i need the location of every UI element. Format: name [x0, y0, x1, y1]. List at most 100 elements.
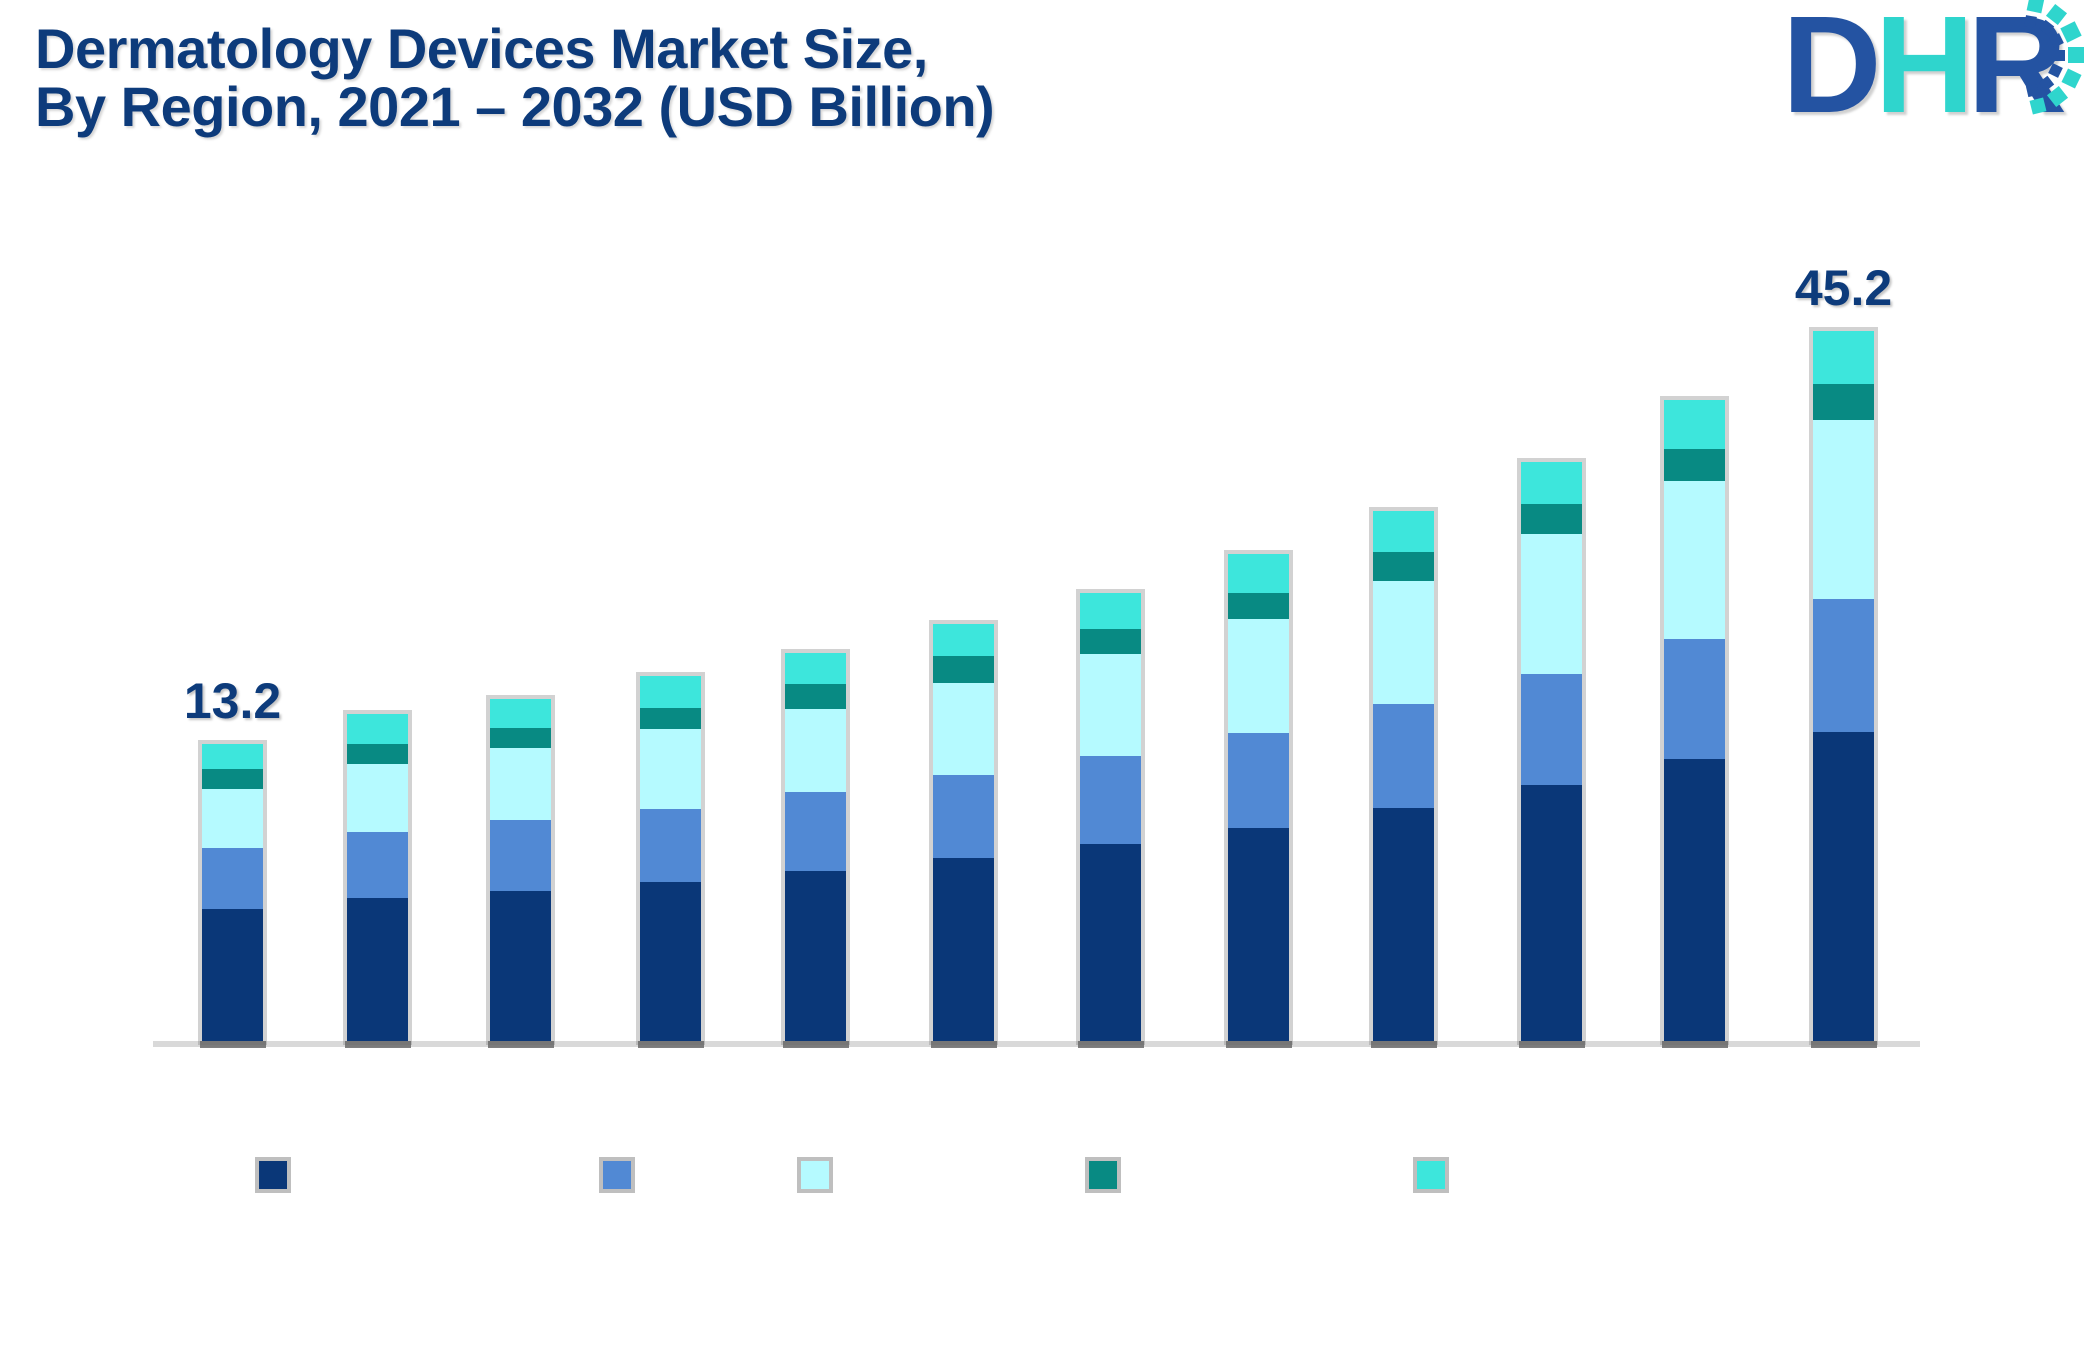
- bar-base-shadow: [1811, 1041, 1877, 1048]
- segment-2027-region-1-navy: [1080, 844, 1141, 1041]
- chart-title-line-1: Dermatology Devices Market Size,: [35, 17, 928, 80]
- segment-2029-region-3-pale-cyan: [1373, 581, 1434, 704]
- segment-2026-region-5-turquoise: [933, 624, 994, 656]
- segment-2022-region-3-pale-cyan: [347, 764, 408, 832]
- segment-2024-region-4-dark-teal: [640, 708, 701, 729]
- bar-base-shadow: [931, 1041, 997, 1048]
- segment-2022-region-1-navy: [347, 898, 408, 1041]
- value-label-2032: 45.2: [1794, 260, 1893, 316]
- segment-2030-region-5-turquoise: [1521, 462, 1582, 504]
- logo-letter-d: D: [1782, 0, 1882, 142]
- legend-swatch-2: [603, 1161, 631, 1189]
- segment-2022-region-5-turquoise: [347, 714, 408, 744]
- segment-2028-region-4-dark-teal: [1228, 593, 1289, 619]
- segment-2024-region-1-navy: [640, 882, 701, 1041]
- segment-2030-region-1-navy: [1521, 785, 1582, 1041]
- chart-title-line-2: By Region, 2021 – 2032 (USD Billion): [35, 75, 995, 138]
- segment-2030-region-2-blue: [1521, 674, 1582, 785]
- segment-2021-region-4-dark-teal: [202, 769, 263, 789]
- bar-base-shadow: [1371, 1041, 1437, 1048]
- segment-2029-region-5-turquoise: [1373, 511, 1434, 552]
- segment-2023-region-1-navy: [490, 891, 551, 1041]
- segment-2027-region-4-dark-teal: [1080, 629, 1141, 654]
- burst-square-1: [2023, 14, 2037, 28]
- bar-2029: [1371, 511, 1437, 1048]
- bar-2027: [1078, 593, 1144, 1048]
- segment-2021-region-2-blue: [202, 848, 263, 909]
- segment-2031-region-2-blue: [1664, 639, 1725, 759]
- segment-2022-region-2-blue: [347, 832, 408, 898]
- segment-2026-region-4-dark-teal: [933, 656, 994, 683]
- bar-base-shadow: [488, 1041, 554, 1048]
- segment-2022-region-4-dark-teal: [347, 744, 408, 764]
- bar-2025: [783, 653, 849, 1048]
- segment-2026-region-2-blue: [933, 775, 994, 858]
- segment-2032-region-2-blue: [1813, 599, 1874, 732]
- legend-swatch-3: [801, 1161, 829, 1189]
- bar-2022: [345, 714, 411, 1048]
- bar-base-shadow: [1078, 1041, 1144, 1048]
- bar-2021: [200, 744, 266, 1048]
- segment-2026-region-3-pale-cyan: [933, 683, 994, 775]
- segment-2032-region-5-turquoise: [1813, 331, 1874, 384]
- bar-base-shadow: [1662, 1041, 1728, 1048]
- segment-2027-region-2-blue: [1080, 756, 1141, 844]
- bar-base-shadow: [1519, 1041, 1585, 1048]
- segment-2028-region-2-blue: [1228, 733, 1289, 828]
- segment-2024-region-3-pale-cyan: [640, 729, 701, 809]
- burst-square-7: [2025, 83, 2039, 97]
- burst-square-4: [2053, 49, 2065, 61]
- legend-swatch-5: [1417, 1161, 1445, 1189]
- segment-2030-region-4-dark-teal: [1521, 504, 1582, 534]
- segment-2032-region-3-pale-cyan: [1813, 420, 1874, 599]
- segment-2030-region-3-pale-cyan: [1521, 534, 1582, 674]
- segment-2031-region-5-turquoise: [1664, 400, 1725, 449]
- segment-2029-region-2-blue: [1373, 704, 1434, 808]
- segment-2021-region-1-navy: [202, 909, 263, 1041]
- segment-2026-region-1-navy: [933, 858, 994, 1041]
- bar-2023: [488, 699, 554, 1048]
- segment-2023-region-2-blue: [490, 820, 551, 891]
- logo-letter-h: H: [1874, 0, 1975, 142]
- segment-2028-region-5-turquoise: [1228, 554, 1289, 593]
- segment-2027-region-3-pale-cyan: [1080, 654, 1141, 756]
- x-axis-line: [153, 1041, 1920, 1047]
- bar-base-shadow: [638, 1041, 704, 1048]
- bar-2028: [1226, 554, 1292, 1048]
- segment-2025-region-4-dark-teal: [785, 684, 846, 709]
- segment-2032-region-1-navy: [1813, 732, 1874, 1041]
- bar-2031: [1662, 400, 1728, 1048]
- bar-base-shadow: [1226, 1041, 1292, 1048]
- segment-2031-region-3-pale-cyan: [1664, 481, 1725, 639]
- segment-2032-region-4-dark-teal: [1813, 384, 1874, 420]
- segment-2028-region-3-pale-cyan: [1228, 619, 1289, 733]
- segment-2027-region-5-turquoise: [1080, 593, 1141, 629]
- segment-2025-region-3-pale-cyan: [785, 709, 846, 792]
- segment-2025-region-5-turquoise: [785, 653, 846, 684]
- segment-2029-region-4-dark-teal: [1373, 552, 1434, 581]
- segment-2025-region-1-navy: [785, 871, 846, 1041]
- bar-base-shadow: [200, 1041, 266, 1048]
- segment-2024-region-2-blue: [640, 809, 701, 882]
- bar-2026: [931, 624, 997, 1048]
- segment-2031-region-1-navy: [1664, 759, 1725, 1041]
- segment-2021-region-3-pale-cyan: [202, 789, 263, 848]
- bar-2030: [1519, 462, 1585, 1048]
- bar-base-shadow: [783, 1041, 849, 1048]
- segment-2023-region-5-turquoise: [490, 699, 551, 728]
- burst-square-11: [2068, 47, 2084, 63]
- bar-2024: [638, 676, 704, 1048]
- segment-2031-region-4-dark-teal: [1664, 449, 1725, 481]
- segment-2023-region-3-pale-cyan: [490, 748, 551, 820]
- chart-title: Dermatology Devices Market Size, By Regi…: [35, 17, 995, 138]
- segment-2023-region-4-dark-teal: [490, 728, 551, 748]
- legend-swatch-4: [1089, 1161, 1117, 1189]
- segment-2029-region-1-navy: [1373, 808, 1434, 1041]
- legend-swatch-1: [259, 1161, 287, 1189]
- segment-2025-region-2-blue: [785, 792, 846, 871]
- segment-2021-region-5-turquoise: [202, 744, 263, 769]
- segment-2028-region-1-navy: [1228, 828, 1289, 1041]
- bar-2032: [1811, 331, 1877, 1048]
- segment-2024-region-5-turquoise: [640, 676, 701, 708]
